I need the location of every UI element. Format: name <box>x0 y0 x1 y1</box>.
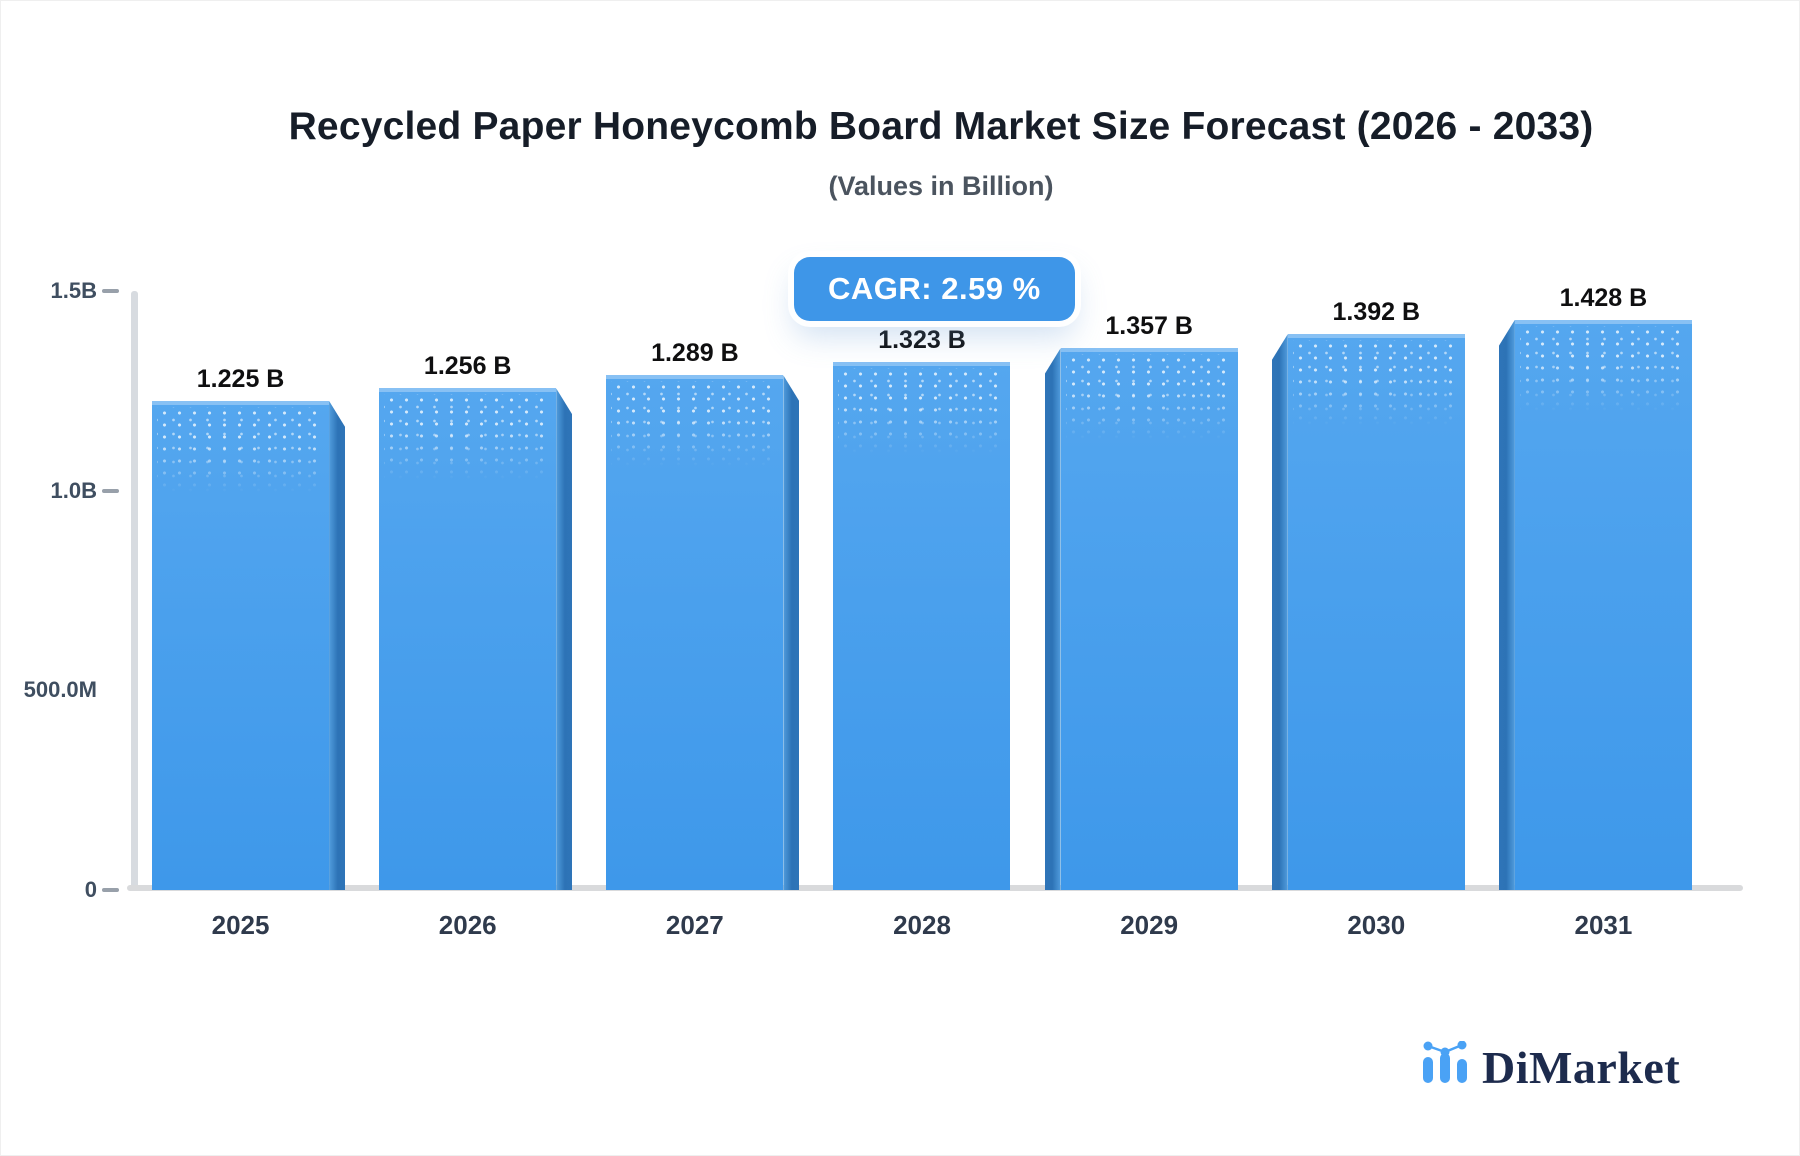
bar-side <box>556 388 573 890</box>
y-axis-label: 0 <box>84 877 97 902</box>
x-axis-label: 2026 <box>438 910 497 940</box>
bar-value-label: 1.428 B <box>1559 283 1648 312</box>
x-axis-label: 2031 <box>1574 910 1633 940</box>
x-axis-label: 2029 <box>1120 910 1179 940</box>
bar-2027 <box>606 375 800 890</box>
bar-side <box>783 375 800 890</box>
bar-side <box>1498 319 1515 890</box>
bar-value-label: 1.323 B <box>878 325 966 354</box>
bar-side <box>1271 334 1288 890</box>
bar-face <box>1287 334 1465 890</box>
bar-2030 <box>1271 334 1465 890</box>
bar-face <box>152 400 330 890</box>
bar-2028 <box>833 361 1011 890</box>
x-axis-label: 2025 <box>211 910 270 940</box>
chart-subtitle: (Values in Billion) <box>828 171 1054 201</box>
y-axis-line <box>131 291 138 890</box>
bar-2025 <box>152 400 346 890</box>
y-axis-tick <box>102 888 119 892</box>
bar-chart-logo-icon <box>1423 1041 1467 1083</box>
cagr-badge: CAGR: 2.59 % <box>794 257 1075 321</box>
y-axis-tick <box>102 488 119 493</box>
bar-face <box>1060 348 1238 890</box>
bar-2026 <box>379 388 573 890</box>
bar-face <box>833 361 1011 890</box>
bar-face <box>606 375 784 890</box>
bar-2029 <box>1044 348 1238 890</box>
bar-side <box>1044 348 1061 890</box>
chart-title: Recycled Paper Honeycomb Board Market Si… <box>288 105 1594 148</box>
y-axis-label: 500.0M <box>23 677 97 703</box>
x-axis-label: 2027 <box>665 910 724 940</box>
y-axis-label: 1.5B <box>50 278 97 303</box>
bar-face <box>379 388 557 890</box>
x-axis-label: 2028 <box>893 910 951 940</box>
bar-value-label: 1.357 B <box>1105 312 1193 341</box>
brand-logo: DiMarket <box>1421 1041 1680 1092</box>
bar-value-label: 1.392 B <box>1332 298 1421 327</box>
bar-value-label: 1.256 B <box>423 352 512 381</box>
bar-face <box>1514 319 1692 890</box>
brand-logo-text: DiMarket <box>1482 1042 1681 1093</box>
bar-side <box>329 400 346 890</box>
bar-value-label: 1.289 B <box>651 339 739 368</box>
y-axis-tick <box>102 289 119 293</box>
bar-2031 <box>1498 319 1692 890</box>
bar-value-label: 1.225 B <box>196 364 285 393</box>
x-axis-label: 2030 <box>1347 910 1406 940</box>
y-axis-label: 1.0B <box>50 477 97 503</box>
